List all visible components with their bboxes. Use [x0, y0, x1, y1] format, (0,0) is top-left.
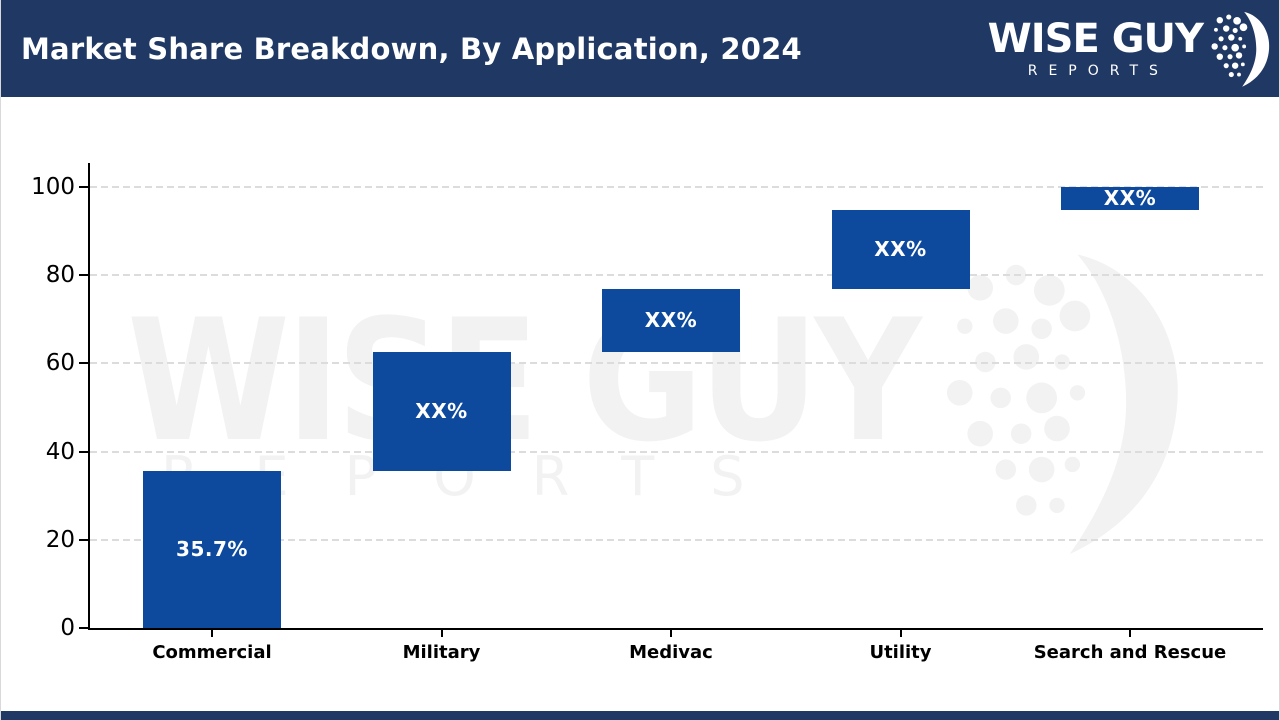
x-axis [88, 628, 1263, 630]
x-tick-label: Utility [869, 642, 932, 663]
y-grid-line [90, 186, 1263, 188]
bar-value-label: XX% [415, 399, 468, 424]
bar-value-label: 35.7% [176, 537, 248, 562]
dotted-head-icon [1211, 11, 1270, 87]
x-tick-mark [670, 630, 672, 637]
y-grid-line [90, 450, 1263, 453]
y-grid-line [90, 362, 1263, 365]
x-tick-label: Commercial [152, 642, 272, 663]
x-tick-mark [440, 630, 443, 637]
bar: 35.7% [143, 470, 281, 628]
bar-value-label: XX% [1103, 186, 1157, 211]
watermark-head-icon [946, 254, 1178, 555]
bar-value-label: XX% [874, 237, 927, 262]
y-tick-mark [79, 186, 88, 188]
y-tick-label: 100 [31, 174, 75, 200]
header-banner: Market Share Breakdown, By Application, … [1, 0, 1279, 97]
y-tick-mark [79, 538, 88, 541]
y-tick-label: 80 [45, 262, 75, 289]
logo-name: WISE GUY [987, 16, 1204, 62]
footer-bar [1, 711, 1279, 720]
bar: XX% [602, 288, 740, 352]
y-tick-mark [79, 362, 88, 365]
y-tick-label: 40 [45, 438, 75, 465]
watermark-text: WISE GUY [127, 283, 922, 479]
y-grid-line [90, 538, 1263, 541]
bar-value-label: XX% [644, 308, 698, 333]
x-tick-mark [1129, 630, 1131, 637]
y-tick-mark [79, 627, 88, 629]
wise-guy-logo: WISE GUY REPORTS [988, 0, 1271, 97]
x-tick-mark [211, 630, 213, 637]
y-tick-mark [79, 450, 88, 453]
x-tick-label: Medivac [629, 642, 713, 663]
bar: XX% [831, 209, 970, 289]
y-tick-label: 60 [45, 350, 75, 377]
y-axis [88, 163, 90, 630]
y-tick-mark [79, 274, 88, 277]
chart-plot-area: WISE GUY REPORTS 0 20 40 60 80 100 35.7% Commer… [1, 97, 1279, 711]
logo-subtitle: REPORTS [1027, 63, 1169, 79]
y-tick-label: 20 [45, 526, 75, 553]
page-title: Market Share Breakdown, By Application, … [21, 31, 802, 66]
bar: XX% [372, 351, 511, 471]
x-tick-mark [899, 630, 902, 637]
bar: XX% [1061, 186, 1199, 211]
x-tick-label: Search and Rescue [1033, 642, 1227, 663]
y-tick-label: 0 [60, 615, 75, 641]
x-tick-label: Military [402, 642, 481, 663]
logo-text: WISE GUY REPORTS [987, 16, 1204, 79]
y-grid-line [90, 274, 1263, 277]
